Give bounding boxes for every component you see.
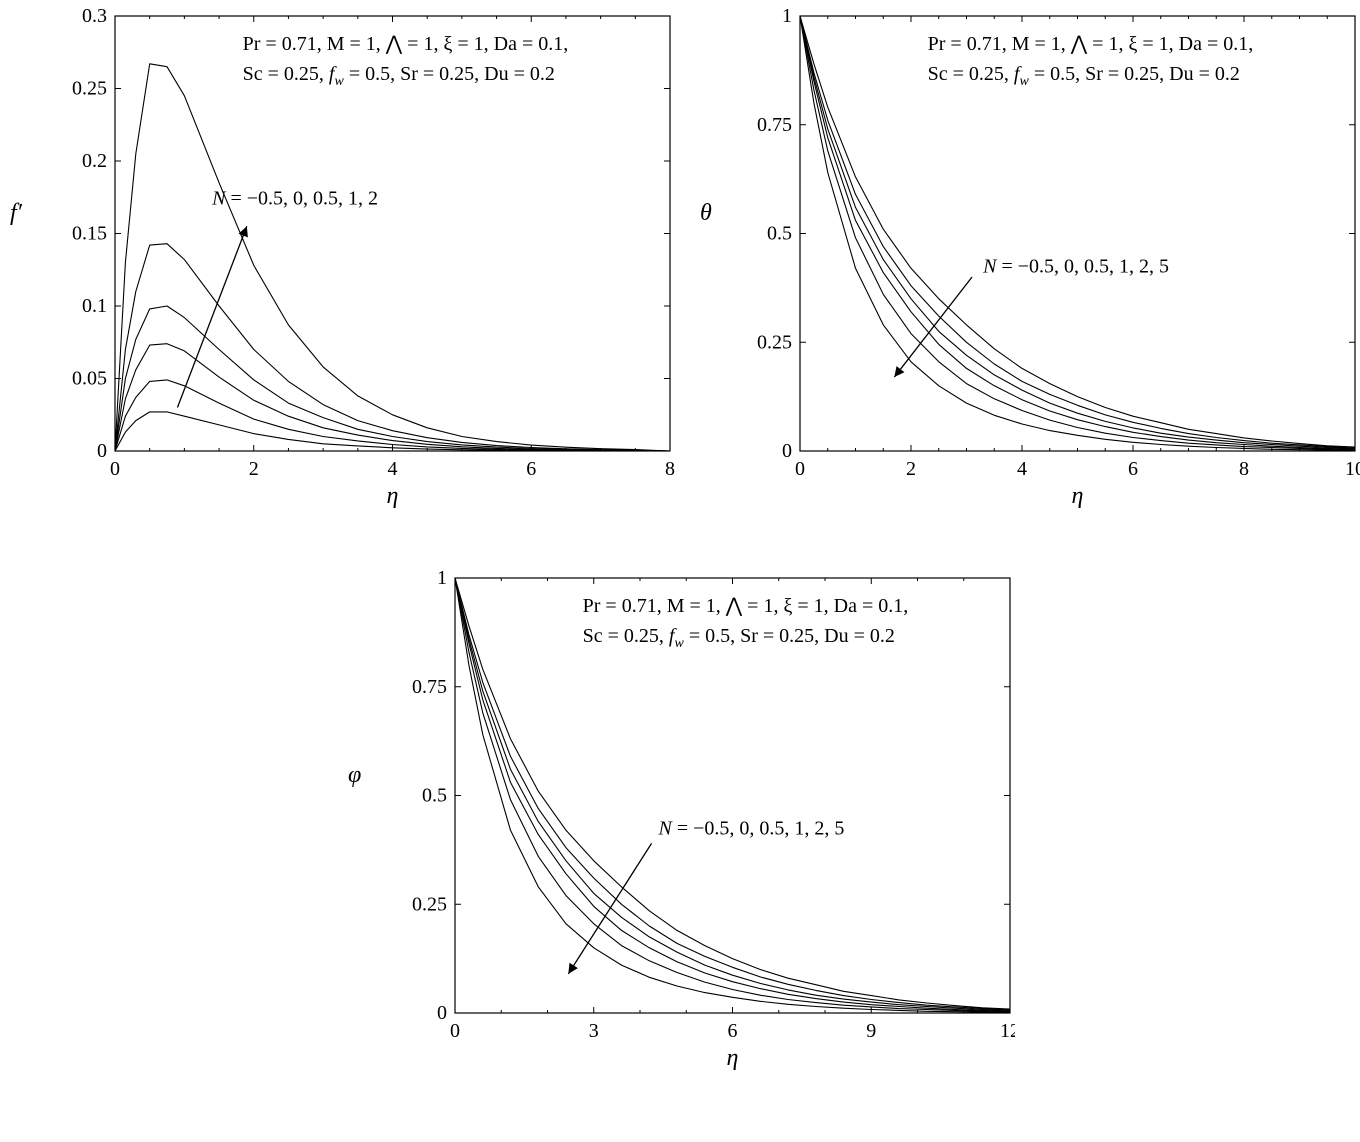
svg-text:3: 3 — [589, 1020, 599, 1042]
svg-text:Sc = 0.25, fw = 0.5, Sr = 0.25: Sc = 0.25, fw = 0.5, Sr = 0.25, Du = 0.2 — [243, 63, 555, 89]
svg-text:η: η — [387, 483, 399, 509]
svg-text:2: 2 — [249, 458, 259, 480]
svg-text:0.15: 0.15 — [72, 223, 107, 245]
svg-text:η: η — [1072, 483, 1084, 509]
svg-text:0.75: 0.75 — [412, 676, 447, 698]
svg-text:N = −0.5, 0, 0.5, 1, 2: N = −0.5, 0, 0.5, 1, 2 — [211, 188, 378, 210]
panel-a-ylabel: f′ — [10, 200, 22, 227]
svg-text:0.05: 0.05 — [72, 368, 107, 390]
svg-text:N = −0.5, 0, 0.5, 1, 2, 5: N = −0.5, 0, 0.5, 1, 2, 5 — [982, 256, 1169, 278]
svg-text:0: 0 — [110, 458, 120, 480]
svg-text:(c): (c) — [720, 1085, 744, 1088]
svg-text:0.25: 0.25 — [412, 893, 447, 915]
svg-text:10: 10 — [1345, 458, 1360, 480]
svg-text:0.5: 0.5 — [422, 785, 447, 807]
panel-c-ylabel: φ — [348, 762, 361, 789]
svg-text:Sc = 0.25, fw = 0.5, Sr = 0.25: Sc = 0.25, fw = 0.5, Sr = 0.25, Du = 0.2 — [928, 63, 1240, 89]
svg-text:Pr = 0.71, M = 1, ⋀ = 1, ξ = 1: Pr = 0.71, M = 1, ⋀ = 1, ξ = 1, Da = 0.1… — [243, 33, 569, 55]
svg-text:0.1: 0.1 — [82, 295, 107, 317]
panel-a: 0 2 4 6 8 0 0.05 0.1 0.15 0.2 0.25 0.3 Pr = 0.71, M … — [60, 6, 675, 526]
panel-c: 0 3 6 9 12 0 0.25 0.5 0.75 1 Pr = 0.71, M = 1, ⋀ =… — [400, 568, 1015, 1088]
chart-b-svg: 0 2 4 6 8 10 0 0.25 0.5 0.75 1 Pr = 0.71, M = 1, ⋀ … — [745, 6, 1360, 526]
svg-text:8: 8 — [1239, 458, 1249, 480]
svg-text:0: 0 — [782, 440, 792, 462]
svg-text:Sc = 0.25, fw = 0.5, Sr = 0.25: Sc = 0.25, fw = 0.5, Sr = 0.25, Du = 0.2 — [583, 625, 895, 651]
svg-text:0: 0 — [437, 1002, 447, 1024]
svg-text:0.2: 0.2 — [82, 150, 107, 172]
svg-text:6: 6 — [526, 458, 536, 480]
svg-text:N = −0.5, 0, 0.5, 1, 2, 5: N = −0.5, 0, 0.5, 1, 2, 5 — [658, 818, 845, 840]
svg-text:0.25: 0.25 — [72, 78, 107, 100]
svg-text:0: 0 — [795, 458, 805, 480]
svg-text:6: 6 — [1128, 458, 1138, 480]
svg-text:η: η — [727, 1045, 739, 1071]
svg-text:4: 4 — [388, 458, 398, 480]
svg-text:9: 9 — [866, 1020, 876, 1042]
svg-text:0: 0 — [97, 440, 107, 462]
panel-b-ylabel: θ — [700, 200, 712, 227]
svg-text:0: 0 — [450, 1020, 460, 1042]
svg-text:8: 8 — [665, 458, 675, 480]
svg-text:(a): (a) — [380, 523, 404, 526]
figure-container: 0 2 4 6 8 0 0.05 0.1 0.15 0.2 0.25 0.3 Pr = 0.71, M … — [0, 0, 1360, 1142]
svg-text:12: 12 — [1000, 1020, 1015, 1042]
svg-text:Pr = 0.71, M = 1, ⋀ = 1, ξ = 1: Pr = 0.71, M = 1, ⋀ = 1, ξ = 1, Da = 0.1… — [928, 33, 1254, 55]
svg-text:0.5: 0.5 — [767, 223, 792, 245]
chart-a-svg: 0 2 4 6 8 0 0.05 0.1 0.15 0.2 0.25 0.3 Pr = 0.71, M … — [60, 6, 675, 526]
svg-text:6: 6 — [728, 1020, 738, 1042]
svg-text:4: 4 — [1017, 458, 1027, 480]
svg-text:2: 2 — [906, 458, 916, 480]
svg-text:0.75: 0.75 — [757, 114, 792, 136]
svg-text:1: 1 — [437, 568, 447, 589]
svg-text:0.3: 0.3 — [82, 6, 107, 27]
svg-text:Pr = 0.71, M = 1, ⋀ = 1, ξ = 1: Pr = 0.71, M = 1, ⋀ = 1, ξ = 1, Da = 0.1… — [583, 595, 909, 617]
svg-text:0.25: 0.25 — [757, 331, 792, 353]
svg-text:1: 1 — [782, 6, 792, 27]
chart-c-svg: 0 3 6 9 12 0 0.25 0.5 0.75 1 Pr = 0.71, M = 1, ⋀ =… — [400, 568, 1015, 1088]
panel-b: 0 2 4 6 8 10 0 0.25 0.5 0.75 1 Pr = 0.71, M = 1, ⋀ … — [745, 6, 1360, 526]
svg-text:(b): (b) — [1065, 523, 1091, 526]
